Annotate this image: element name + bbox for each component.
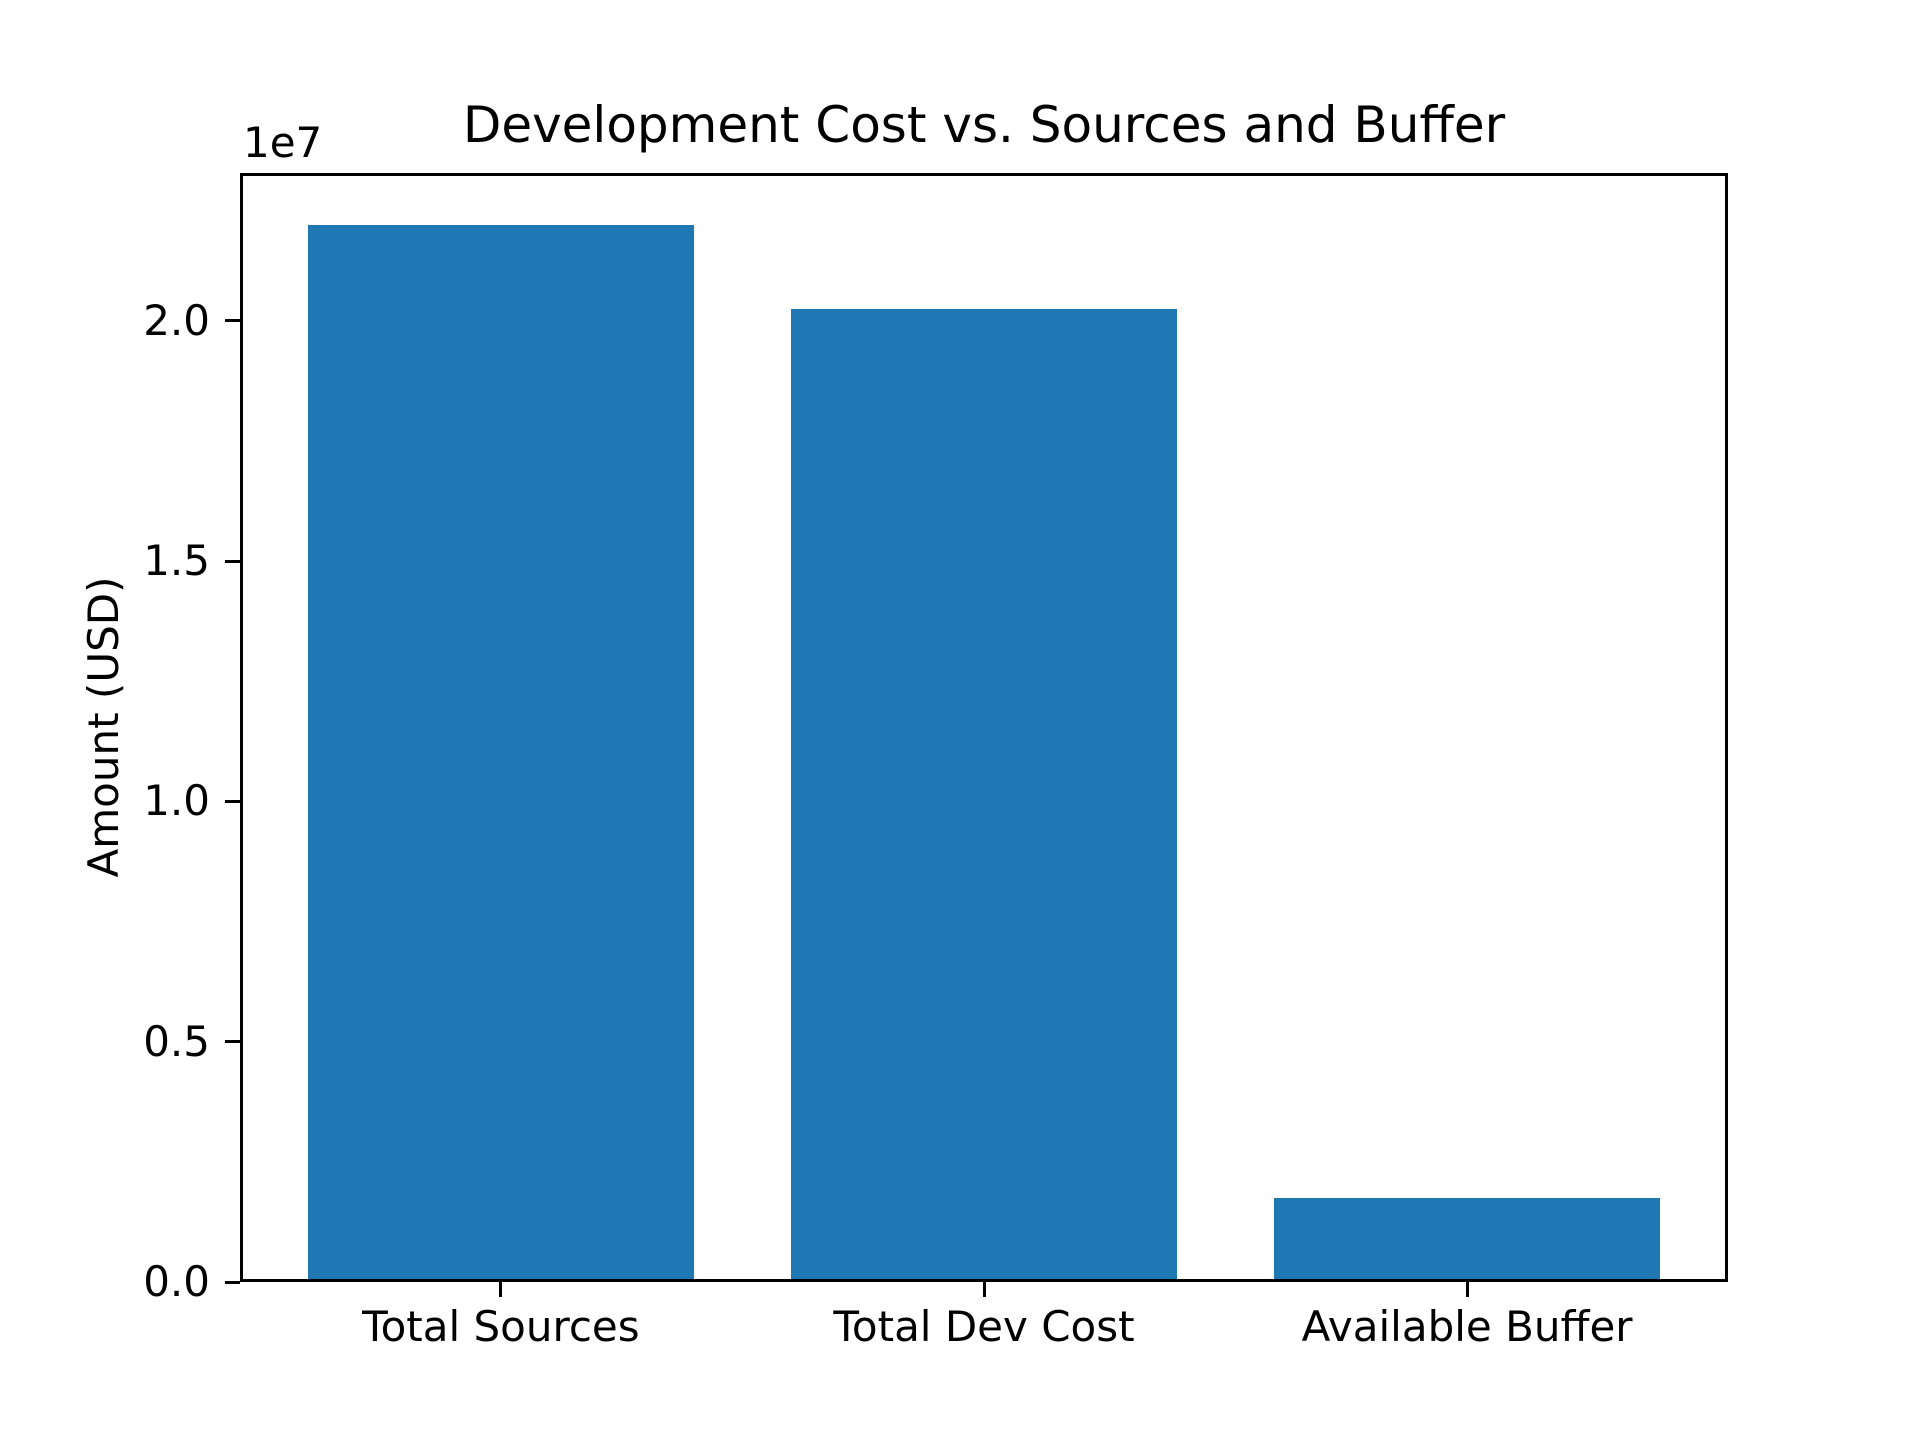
- y-tick-mark: [225, 1280, 240, 1284]
- x-tick-label: Total Dev Cost: [833, 1302, 1135, 1351]
- y-axis-offset-label: 1e7: [243, 118, 323, 167]
- x-tick-mark: [982, 1282, 986, 1297]
- y-tick-label: 0.5: [143, 1016, 210, 1066]
- y-tick-label: 1.0: [143, 776, 210, 826]
- y-tick-label: 2.0: [143, 295, 210, 345]
- y-tick-mark: [225, 799, 240, 803]
- bar-available-buffer: [1273, 1197, 1661, 1282]
- bar-total-dev-cost: [790, 308, 1178, 1282]
- y-tick-mark: [225, 559, 240, 563]
- x-tick-label: Available Buffer: [1301, 1302, 1633, 1351]
- y-tick-mark: [225, 1040, 240, 1044]
- y-tick-label: 0.0: [143, 1257, 210, 1306]
- bar-total-sources: [307, 224, 695, 1282]
- chart-title: Development Cost vs. Sources and Buffer: [462, 96, 1506, 154]
- x-tick-mark: [499, 1282, 503, 1297]
- y-tick-label: 1.5: [143, 536, 210, 586]
- y-axis-label: Amount (USD): [79, 576, 128, 878]
- plot-area: [240, 173, 1728, 1282]
- y-tick-mark: [225, 319, 240, 323]
- x-tick-label: Total Sources: [362, 1302, 640, 1351]
- x-tick-mark: [1465, 1282, 1469, 1297]
